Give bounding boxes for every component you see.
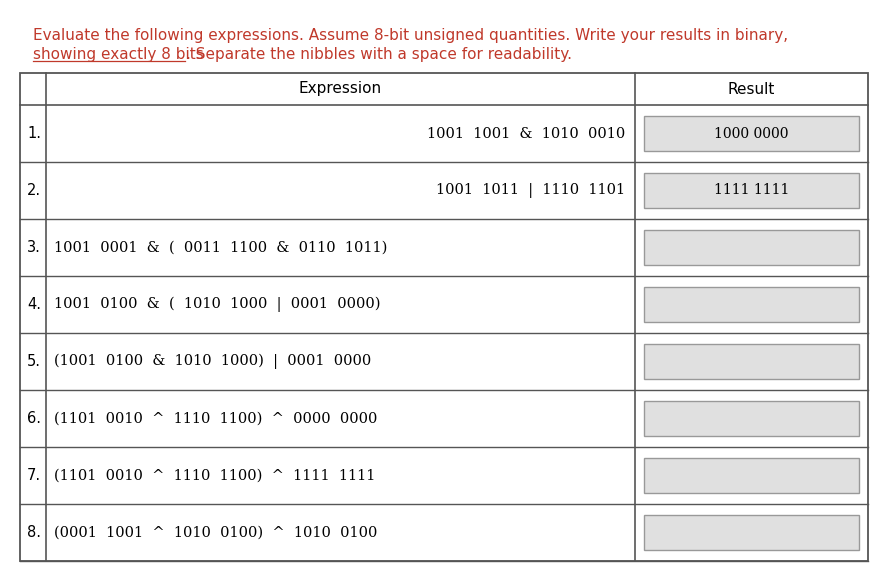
- Bar: [20, 73, 868, 561]
- Text: showing exactly 8 bits: showing exactly 8 bits: [33, 47, 203, 62]
- Text: Evaluate the following expressions. Assume 8-bit unsigned quantities. Write your: Evaluate the following expressions. Assu…: [33, 28, 789, 43]
- Text: 1001  0100  &  (  1010  1000  |  0001  0000): 1001 0100 & ( 1010 1000 | 0001 0000): [54, 297, 380, 312]
- Bar: [644, 401, 859, 435]
- Text: 4.: 4.: [27, 297, 41, 312]
- Bar: [644, 116, 859, 151]
- Bar: [644, 345, 859, 379]
- Text: 1001  0001  &  (  0011  1100  &  0110  1011): 1001 0001 & ( 0011 1100 & 0110 1011): [54, 240, 387, 255]
- Text: 8.: 8.: [27, 525, 41, 540]
- Bar: [644, 515, 859, 549]
- Text: (1101  0010  ^  1110  1100)  ^  0000  0000: (1101 0010 ^ 1110 1100) ^ 0000 0000: [54, 412, 377, 426]
- Bar: [644, 287, 859, 321]
- Text: (0001  1001  ^  1010  0100)  ^  1010  0100: (0001 1001 ^ 1010 0100) ^ 1010 0100: [54, 526, 377, 540]
- Bar: [644, 459, 859, 493]
- Text: 6.: 6.: [27, 411, 41, 426]
- Bar: [644, 173, 859, 208]
- Text: (1101  0010  ^  1110  1100)  ^  1111  1111: (1101 0010 ^ 1110 1100) ^ 1111 1111: [54, 468, 376, 482]
- Text: 1.: 1.: [27, 126, 41, 141]
- Text: 1000 0000: 1000 0000: [714, 126, 789, 141]
- Text: (1001  0100  &  1010  1000)  |  0001  0000: (1001 0100 & 1010 1000) | 0001 0000: [54, 354, 371, 369]
- Text: Expression: Expression: [299, 82, 382, 97]
- Text: 1001  1001  &  1010  0010: 1001 1001 & 1010 0010: [427, 126, 625, 141]
- Text: 5.: 5.: [27, 354, 41, 369]
- Bar: [644, 230, 859, 265]
- Text: . Separate the nibbles with a space for readability.: . Separate the nibbles with a space for …: [186, 47, 572, 62]
- Text: 2.: 2.: [27, 183, 41, 198]
- Text: 7.: 7.: [27, 468, 41, 483]
- Text: 1111 1111: 1111 1111: [714, 184, 789, 197]
- Text: Result: Result: [728, 82, 775, 97]
- Text: 1001  1011  |  1110  1101: 1001 1011 | 1110 1101: [436, 183, 625, 198]
- Text: 3.: 3.: [28, 240, 41, 255]
